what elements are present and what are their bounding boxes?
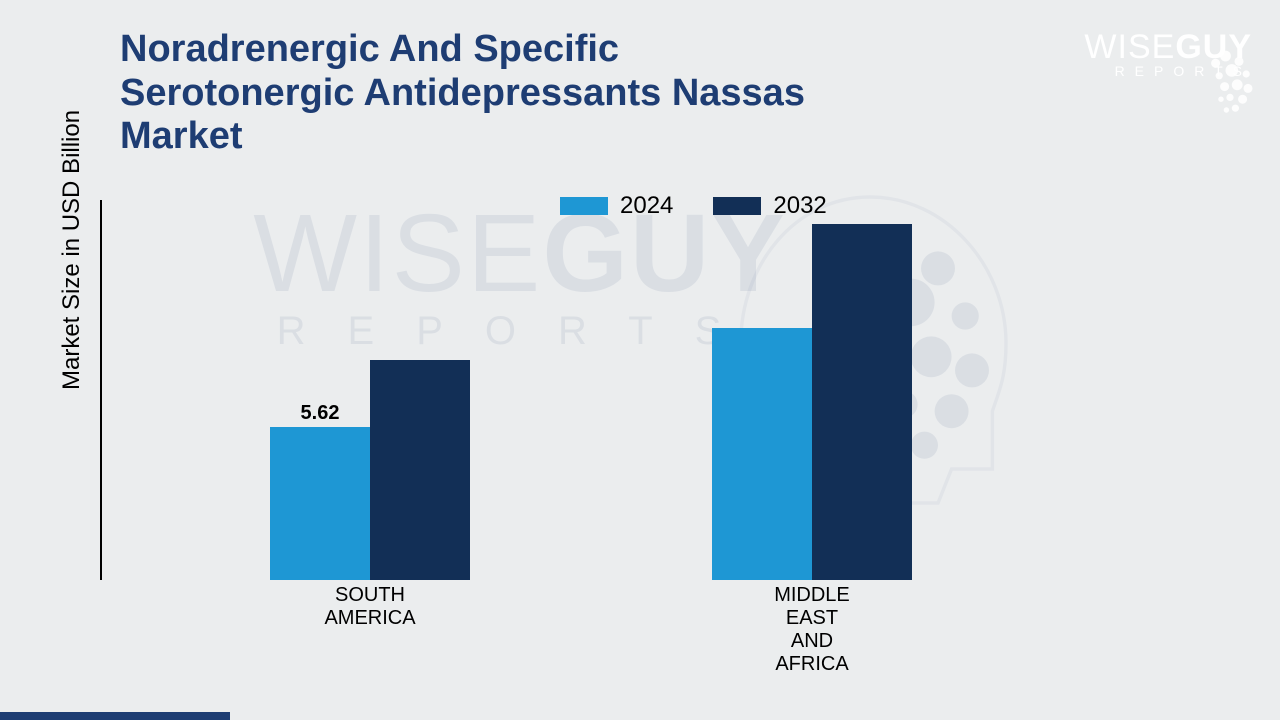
brand-logo: WISEGUY REPORTS bbox=[1084, 28, 1252, 79]
y-axis-label: Market Size in USD Billion bbox=[58, 110, 86, 390]
bar bbox=[812, 224, 912, 580]
bar-group: 5.62SOUTHAMERICA bbox=[270, 360, 470, 580]
chart-canvas: WISEGUY REPORTS WISEGUY REPORTS Noradren bbox=[0, 0, 1280, 720]
bar: 5.62 bbox=[270, 427, 370, 580]
chart-title: Noradrenergic And Specific Serotonergic … bbox=[120, 28, 860, 159]
y-axis-line bbox=[100, 200, 102, 580]
bar bbox=[370, 360, 470, 580]
legend-swatch-2024 bbox=[560, 197, 608, 215]
plot-area: 5.62SOUTHAMERICA MIDDLEEASTANDAFRICA bbox=[100, 200, 1000, 600]
legend-swatch-2032 bbox=[713, 197, 761, 215]
legend-item: 2024 bbox=[560, 192, 673, 220]
bar-group: MIDDLEEASTANDAFRICA bbox=[712, 224, 912, 580]
bar-value-label: 5.62 bbox=[301, 402, 340, 425]
decorative-bottom-bar bbox=[0, 712, 230, 720]
legend-label-2032: 2032 bbox=[773, 192, 826, 220]
legend-label-2024: 2024 bbox=[620, 192, 673, 220]
category-label: MIDDLEEASTANDAFRICA bbox=[712, 584, 912, 676]
legend: 2024 2032 bbox=[560, 192, 827, 220]
bar bbox=[712, 328, 812, 580]
brand-head-icon bbox=[1176, 38, 1266, 128]
brand-name-plain: WISE bbox=[1084, 28, 1175, 66]
category-label: SOUTHAMERICA bbox=[270, 584, 470, 630]
legend-item: 2032 bbox=[713, 192, 826, 220]
